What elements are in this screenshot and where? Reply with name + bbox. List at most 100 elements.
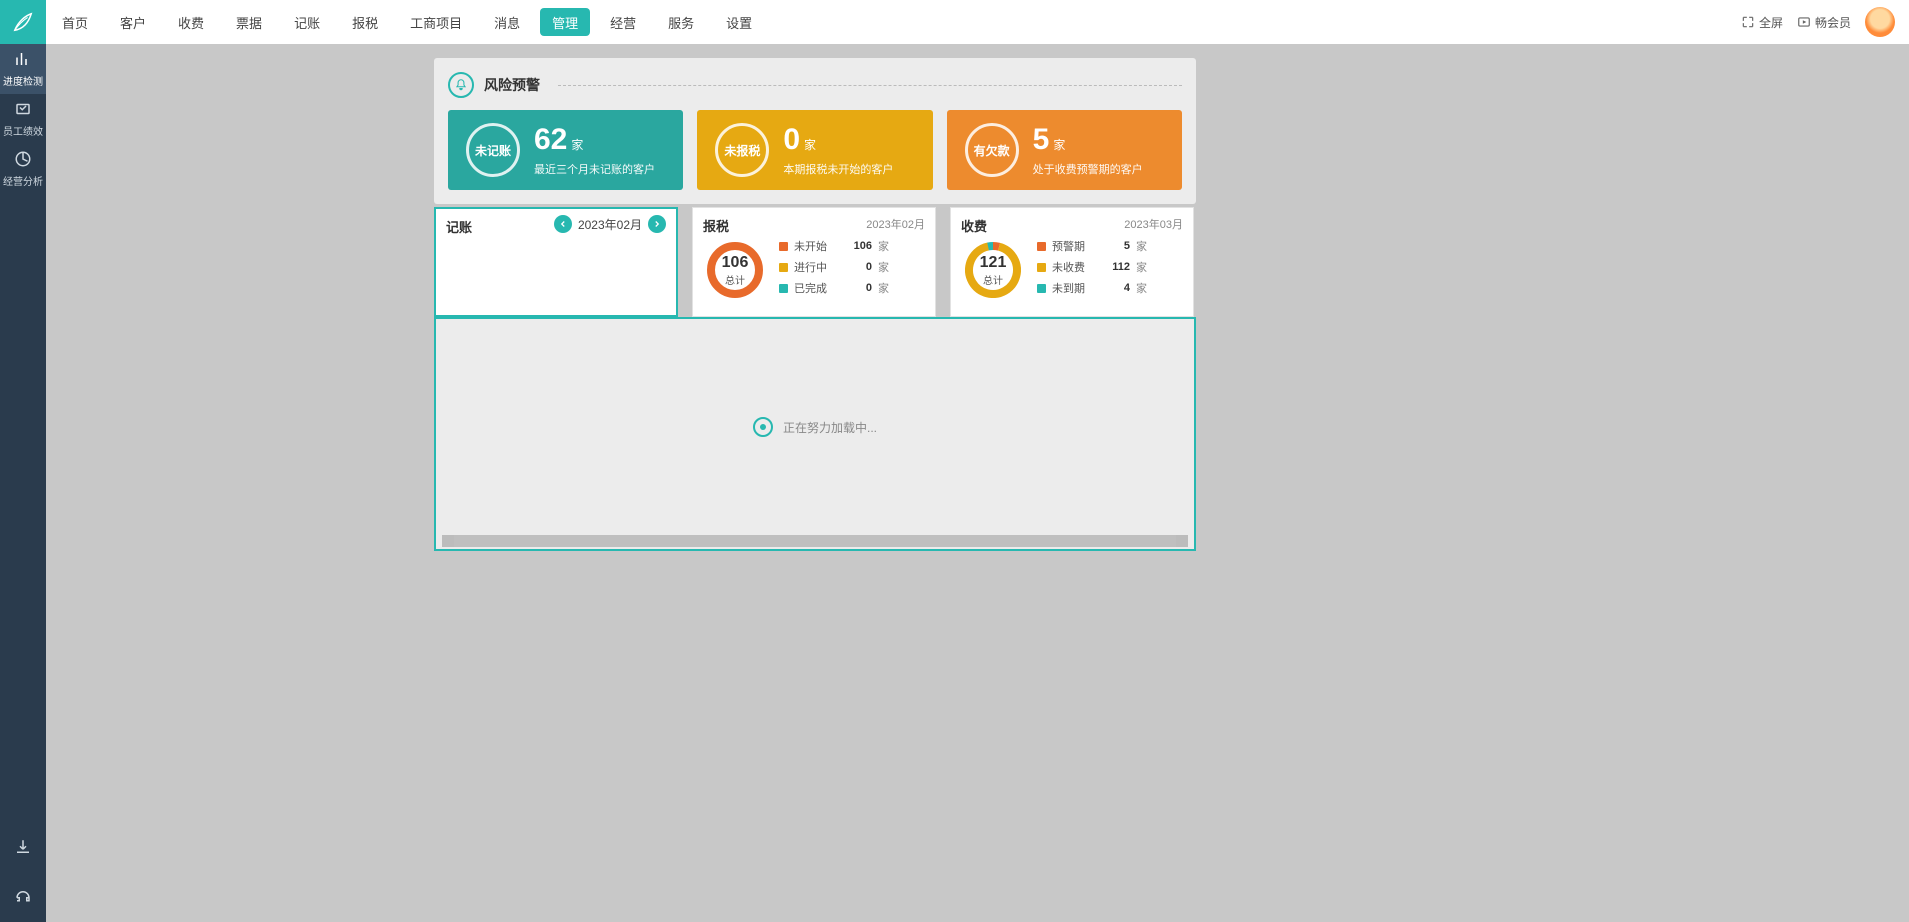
nav-item-10[interactable]: 服务 bbox=[652, 0, 710, 44]
legend-value: 0 bbox=[840, 282, 872, 294]
dashed-line bbox=[558, 85, 1182, 86]
risk-card-1[interactable]: 未报税 0家本期报税未开始的客户 bbox=[697, 110, 932, 190]
sidebar-label: 进度检测 bbox=[3, 73, 43, 88]
logo[interactable] bbox=[0, 0, 46, 44]
legend-row: 进行中0家 bbox=[779, 259, 889, 275]
legend-value: 4 bbox=[1098, 282, 1130, 294]
legend-label: 未开始 bbox=[794, 238, 834, 254]
risk-card-value: 5 bbox=[1033, 123, 1050, 156]
legend-swatch bbox=[779, 242, 788, 251]
date-next-button[interactable] bbox=[648, 215, 666, 233]
risk-title: 风险预警 bbox=[484, 75, 540, 95]
legend-value: 0 bbox=[840, 261, 872, 273]
nav-item-0[interactable]: 首页 bbox=[46, 0, 104, 44]
sidebar-item-0[interactable]: 进度检测 bbox=[0, 44, 46, 94]
sidebar: 进度检测员工绩效经营分析 bbox=[0, 44, 46, 922]
risk-card-0[interactable]: 未记账 62 家最近三个月未记账的客户 bbox=[448, 110, 683, 190]
risk-card-unit: 家 bbox=[804, 138, 816, 152]
donut-chart: 121总计 bbox=[965, 242, 1021, 298]
download-icon bbox=[14, 838, 32, 856]
nav-item-4[interactable]: 记账 bbox=[278, 0, 336, 44]
legend-label: 预警期 bbox=[1052, 238, 1092, 254]
legend-swatch bbox=[1037, 263, 1046, 272]
mini-card-2[interactable]: 收费2023年03月121总计预警期5家未收费112家未到期4家 bbox=[950, 207, 1194, 317]
risk-panel: 风险预警 未记账 62 家最近三个月未记账的客户 未报税 0家本期报税未开始的客户 有欠款… bbox=[434, 58, 1196, 204]
legend-label: 未到期 bbox=[1052, 280, 1092, 296]
sidebar-item-1[interactable]: 员工绩效 bbox=[0, 94, 46, 144]
legend: 预警期5家未收费112家未到期4家 bbox=[1037, 238, 1147, 296]
nav-item-11[interactable]: 设置 bbox=[710, 0, 768, 44]
legend-value: 112 bbox=[1098, 261, 1130, 273]
scroll-thumb[interactable] bbox=[454, 535, 1176, 547]
loading-text: 正在努力加载中... bbox=[783, 419, 877, 436]
legend-row: 未到期4家 bbox=[1037, 280, 1147, 296]
donut-center: 121总计 bbox=[965, 242, 1021, 298]
feather-icon bbox=[12, 11, 34, 33]
horizontal-scrollbar[interactable] bbox=[442, 535, 1188, 547]
nav-item-6[interactable]: 工商项目 bbox=[394, 0, 478, 44]
fullscreen-button[interactable]: 全屏 bbox=[1741, 14, 1783, 31]
scroll-right-button[interactable] bbox=[1176, 535, 1188, 547]
nav-item-5[interactable]: 报税 bbox=[336, 0, 394, 44]
nav-item-8[interactable]: 管理 bbox=[540, 8, 590, 36]
bell-icon-wrap bbox=[448, 72, 474, 98]
legend-unit: 家 bbox=[1136, 238, 1147, 254]
risk-card-body: 0家本期报税未开始的客户 bbox=[783, 123, 893, 177]
legend-row: 预警期 5家 bbox=[1037, 238, 1147, 254]
nav-item-9[interactable]: 经营 bbox=[594, 0, 652, 44]
risk-card-ring: 有欠款 bbox=[965, 123, 1019, 177]
nav-items: 首页客户收费票据记账报税工商项目消息管理经营服务设置 bbox=[46, 0, 768, 44]
risk-header: 风险预警 bbox=[448, 72, 1182, 98]
legend-unit: 家 bbox=[878, 280, 889, 296]
risk-card-ring: 未报税 bbox=[715, 123, 769, 177]
bell-icon bbox=[454, 78, 468, 92]
risk-card-sub: 最近三个月未记账的客户 bbox=[534, 161, 655, 177]
risk-card-unit: 家 bbox=[571, 138, 583, 152]
legend-swatch bbox=[779, 263, 788, 272]
legend-row: 未收费112家 bbox=[1037, 259, 1147, 275]
legend-unit: 家 bbox=[878, 259, 889, 275]
mini-card-1[interactable]: 报税2023年02月106总计未开始106家进行中0家已完成0家 bbox=[692, 207, 936, 317]
risk-card-ring: 未记账 bbox=[466, 123, 520, 177]
risk-card-body: 62 家最近三个月未记账的客户 bbox=[534, 123, 655, 177]
sidebar-support[interactable] bbox=[0, 872, 46, 922]
risk-card-unit: 家 bbox=[1053, 138, 1065, 152]
legend-row: 未开始106家 bbox=[779, 238, 889, 254]
legend-swatch bbox=[779, 284, 788, 293]
nav-item-7[interactable]: 消息 bbox=[478, 0, 536, 44]
legend-value: 106 bbox=[840, 240, 872, 252]
nav-item-3[interactable]: 票据 bbox=[220, 0, 278, 44]
sidebar-bottom bbox=[0, 822, 46, 922]
fullscreen-icon bbox=[1741, 15, 1755, 29]
sidebar-icon bbox=[14, 50, 32, 71]
member-button[interactable]: 畅会员 bbox=[1797, 14, 1851, 31]
sidebar-icon bbox=[14, 150, 32, 171]
risk-card-value: 0 bbox=[783, 123, 800, 156]
spinner-icon bbox=[753, 417, 773, 437]
nav-right: 全屏 畅会员 bbox=[1741, 7, 1909, 37]
date-label: 2023年02月 bbox=[578, 216, 642, 233]
play-icon bbox=[1797, 15, 1811, 29]
legend-swatch bbox=[1037, 284, 1046, 293]
fullscreen-label: 全屏 bbox=[1759, 14, 1783, 31]
nav-item-1[interactable]: 客户 bbox=[104, 0, 162, 44]
risk-card-value: 62 bbox=[534, 123, 567, 156]
nav-item-2[interactable]: 收费 bbox=[162, 0, 220, 44]
scroll-left-button[interactable] bbox=[442, 535, 454, 547]
sidebar-label: 经营分析 bbox=[3, 173, 43, 188]
sidebar-item-2[interactable]: 经营分析 bbox=[0, 144, 46, 194]
risk-cards: 未记账62家最近三个月未记账的客户未报税0家本期报税未开始的客户有欠款5家处于收… bbox=[448, 110, 1182, 190]
date-nav: 2023年02月 bbox=[554, 215, 666, 233]
sidebar-download[interactable] bbox=[0, 822, 46, 872]
risk-card-2[interactable]: 有欠款5家处于收费预警期的客户 bbox=[947, 110, 1182, 190]
legend: 未开始106家进行中0家已完成0家 bbox=[779, 238, 889, 296]
mini-card-row: 记账2023年02月报税2023年02月106总计未开始106家进行中0家已完成… bbox=[434, 207, 1194, 317]
mini-card-date: 2023年03月 bbox=[1124, 216, 1183, 232]
legend-value: 5 bbox=[1098, 240, 1130, 252]
mini-card-0[interactable]: 记账2023年02月 bbox=[434, 207, 678, 317]
avatar[interactable] bbox=[1865, 7, 1895, 37]
content-area: 风险预警 未记账62家最近三个月未记账的客户未报税0家本期报税未开始的客户有欠款… bbox=[46, 44, 1909, 922]
date-prev-button[interactable] bbox=[554, 215, 572, 233]
headset-icon bbox=[14, 888, 32, 906]
legend-unit: 家 bbox=[1136, 259, 1147, 275]
